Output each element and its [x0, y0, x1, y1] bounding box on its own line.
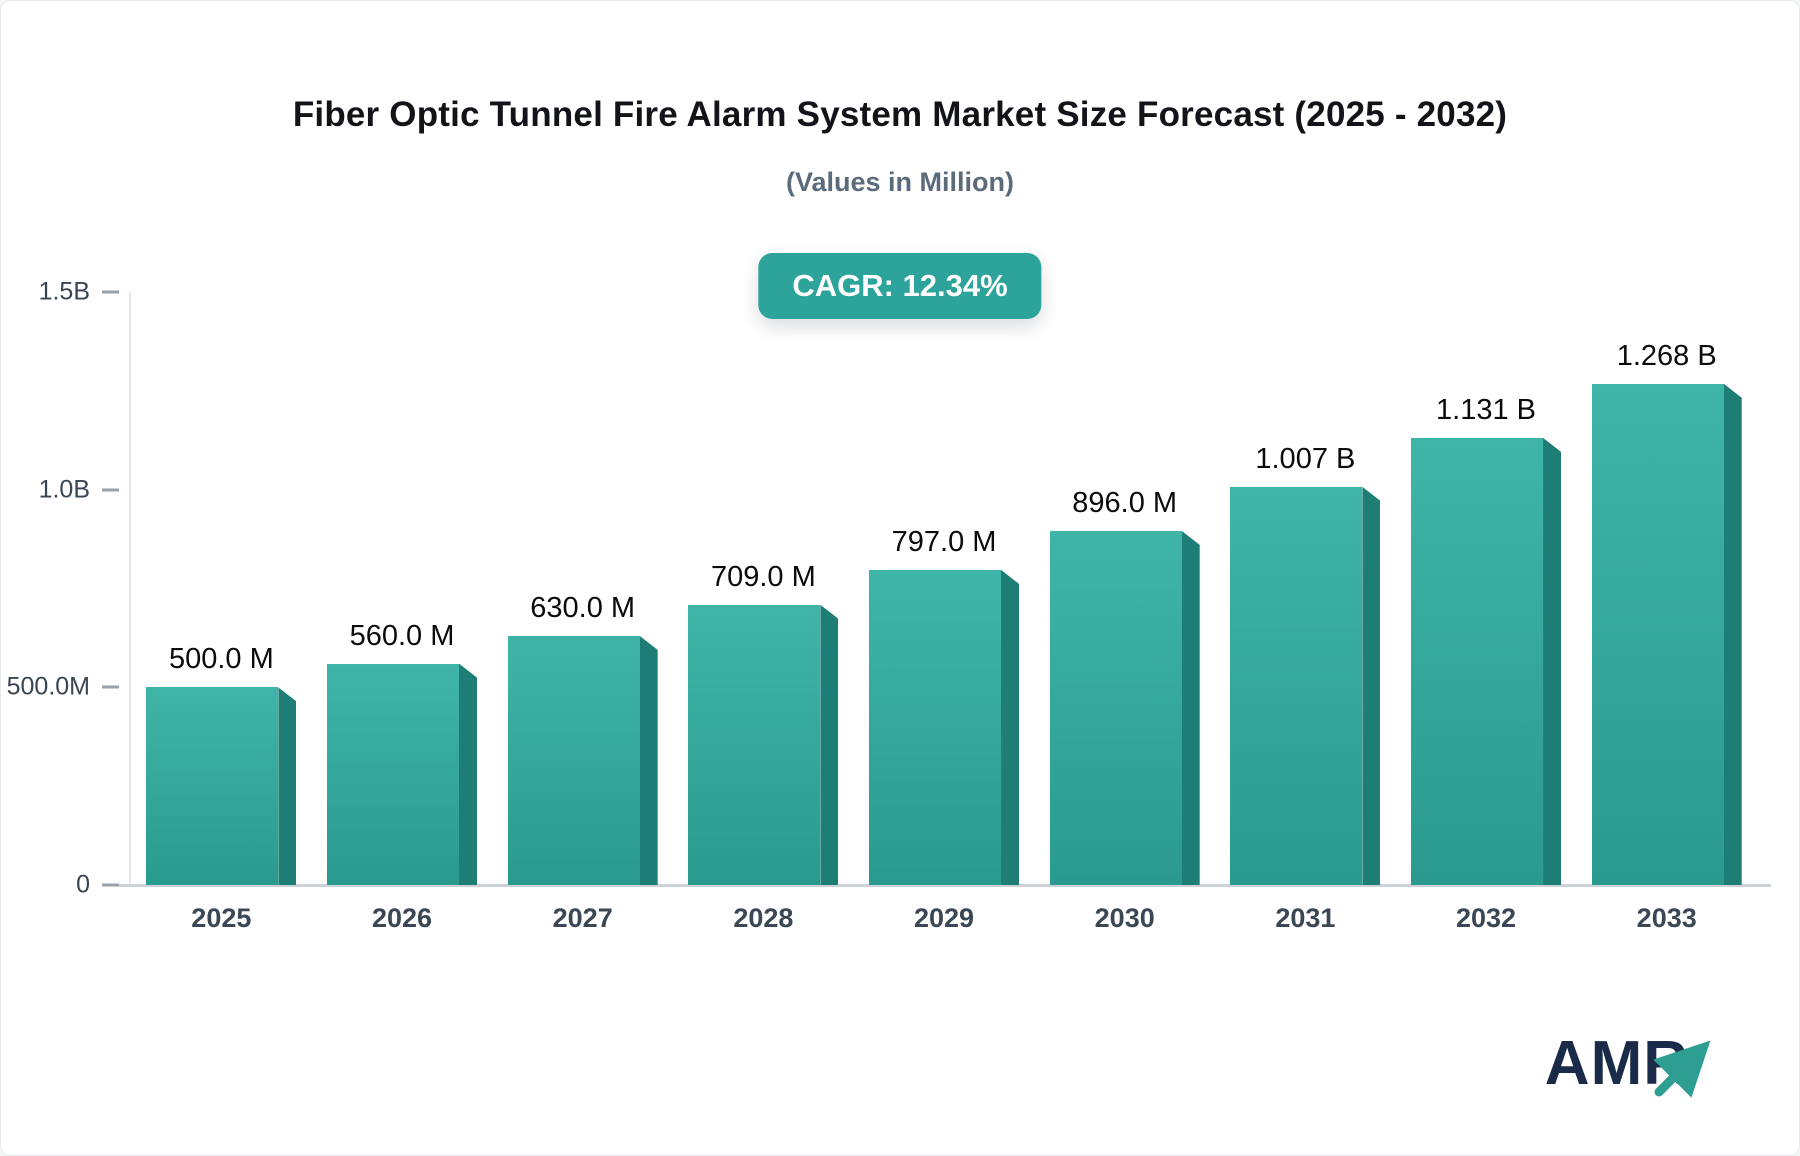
bar-side-face — [278, 687, 297, 885]
bar-side-face — [1181, 530, 1200, 885]
chart-title: Fiber Optic Tunnel Fire Alarm System Mar… — [292, 95, 1508, 134]
bar-value-label: 1.268 B — [1616, 339, 1717, 372]
bar-front-face — [1591, 383, 1724, 885]
x-axis-labels: 2025 2026 2027 2028 2029 2030 2031 2032 2033 — [131, 903, 1757, 934]
bar-value-label: 709.0 M — [710, 560, 816, 593]
bar-side-face — [459, 663, 477, 885]
chart-subtitle: (Values in Million) — [785, 167, 1015, 197]
bar-group-2025: 500.0 M — [131, 292, 312, 885]
bar-2026 — [327, 663, 477, 885]
x-axis-label-2029: 2029 — [913, 903, 975, 933]
bar-front-face — [1049, 530, 1182, 885]
bar-side-face — [1362, 486, 1381, 885]
bar-group-2029: 797.0 M — [854, 292, 1035, 885]
bar-group-2031: 1.007 B — [1215, 292, 1396, 885]
bar-2025 — [146, 687, 297, 885]
y-tick-mark — [102, 488, 119, 492]
bar-2033 — [1591, 383, 1742, 885]
bar-front-face — [688, 604, 821, 885]
x-axis-label-2028: 2028 — [733, 903, 794, 933]
bar-group-2030: 896.0 M — [1034, 292, 1215, 885]
x-axis-label-2032: 2032 — [1456, 903, 1517, 933]
bar-side-face — [639, 635, 658, 885]
y-tick-label: 1.0B — [38, 475, 90, 504]
x-axis-line — [119, 884, 1771, 887]
bar-group-2033: 1.268 B — [1576, 292, 1757, 885]
bar-front-face — [146, 687, 279, 885]
bar-2030 — [1049, 530, 1200, 885]
bar-front-face — [869, 569, 1002, 885]
bar-value-label: 560.0 M — [349, 619, 455, 652]
bars-row: 500.0 M 560.0 M 630.0 M 709.0 M 797.0 M 896.0… — [131, 292, 1757, 885]
bar-2027 — [507, 635, 658, 885]
amr-logo: AMR — [1545, 1028, 1723, 1099]
y-tick-500.0M: 500.0M — [7, 673, 119, 702]
bar-side-face — [820, 604, 839, 885]
y-axis-line — [129, 292, 131, 885]
x-axis-label-2027: 2027 — [552, 903, 613, 933]
y-tick-0: 0 — [76, 871, 119, 900]
bar-value-label: 630.0 M — [530, 591, 636, 624]
bar-value-label: 1.131 B — [1436, 393, 1537, 426]
bar-group-2028: 709.0 M — [673, 292, 854, 885]
x-axis-label-2033: 2033 — [1636, 903, 1697, 933]
bar-group-2027: 630.0 M — [492, 292, 673, 885]
cagr-badge: CAGR: 12.34% — [758, 253, 1042, 319]
y-tick-label: 0 — [76, 870, 90, 899]
bar-value-label: 896.0 M — [1072, 486, 1178, 519]
x-axis-label-2030: 2030 — [1094, 903, 1155, 933]
bar-group-2026: 560.0 M — [312, 292, 493, 885]
y-tick-mark — [102, 290, 119, 294]
x-axis-label-2025: 2025 — [191, 903, 252, 933]
bar-side-face — [1723, 383, 1742, 885]
bar-value-label: 1.007 B — [1255, 442, 1356, 475]
y-tick-1.5B: 1.5B — [39, 278, 119, 307]
bar-side-face — [1001, 569, 1020, 885]
y-tick-1.0B: 1.0B — [39, 475, 119, 504]
bar-front-face — [1230, 486, 1363, 885]
bar-2029 — [869, 569, 1020, 885]
x-axis-label-2026: 2026 — [371, 903, 433, 933]
growth-arrow-icon — [1653, 1036, 1723, 1098]
y-tick-label: 1.5B — [38, 277, 90, 306]
x-axis-label-2031: 2031 — [1275, 903, 1336, 933]
bar-front-face — [1411, 437, 1544, 885]
y-tick-mark — [102, 883, 119, 887]
bar-front-face — [327, 663, 459, 885]
bar-2032 — [1411, 437, 1562, 885]
bar-2031 — [1230, 486, 1381, 885]
plot-area: 500.0 M 560.0 M 630.0 M 709.0 M 797.0 M 896.0… — [7, 278, 1771, 899]
bar-value-label: 500.0 M — [168, 643, 274, 676]
y-tick-mark — [102, 685, 119, 689]
bar-side-face — [1543, 437, 1562, 885]
y-tick-label: 500.0M — [6, 672, 90, 701]
bar-group-2032: 1.131 B — [1396, 292, 1577, 885]
bar-2028 — [688, 604, 839, 885]
bar-front-face — [507, 635, 640, 885]
bar-value-label: 797.0 M — [891, 525, 997, 558]
